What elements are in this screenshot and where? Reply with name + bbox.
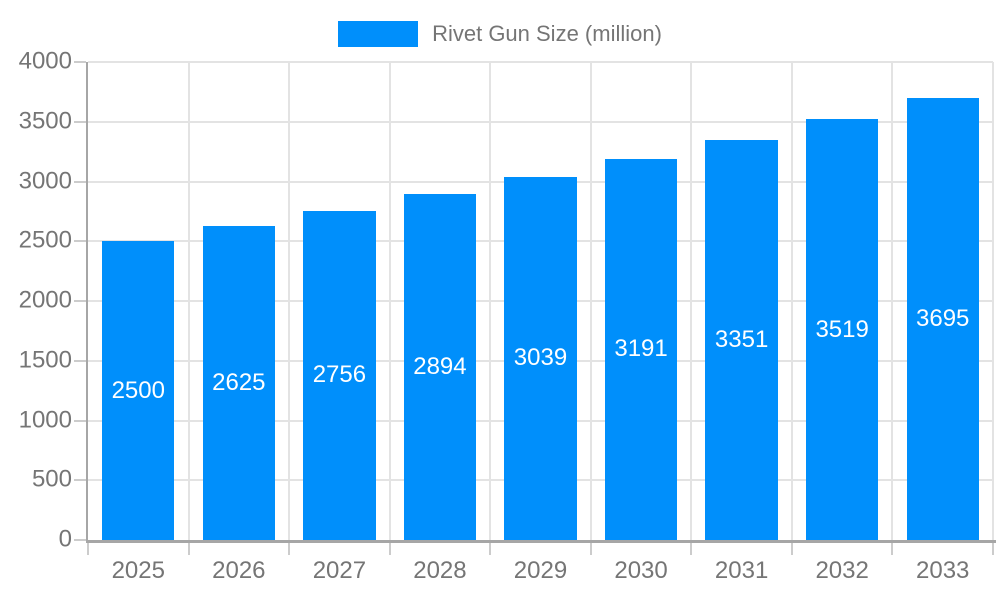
y-tick — [74, 180, 86, 183]
y-axis-label: 4000 — [18, 47, 72, 75]
y-tick — [74, 479, 86, 482]
bar-2025[interactable]: 2500 — [102, 241, 175, 540]
y-axis-line — [86, 62, 88, 540]
bar-value-label: 2894 — [413, 353, 467, 381]
x-axis-label: 2026 — [212, 557, 266, 584]
x-tick — [590, 543, 592, 555]
bar-value-label: 2756 — [312, 361, 367, 389]
x-tick — [87, 543, 89, 555]
gridline-v — [690, 62, 692, 540]
y-tick — [74, 120, 86, 123]
x-axis-label: 2029 — [513, 557, 568, 584]
y-axis-label: 1000 — [18, 405, 72, 433]
y-tick — [74, 240, 86, 243]
x-axis-label: 2030 — [614, 557, 668, 584]
gridline-v — [590, 62, 592, 540]
y-tick — [74, 61, 86, 63]
bar-2028[interactable]: 2894 — [403, 194, 477, 540]
y-tick — [74, 300, 86, 302]
y-axis-label: 0 — [58, 525, 72, 553]
y-axis-label: 3000 — [18, 166, 72, 194]
x-tick — [690, 543, 692, 555]
y-axis-label: 2500 — [18, 226, 72, 254]
plot-area: 0 500 1000 1500 2000 2500 3000 3500 4000 2025 2500… — [19, 47, 996, 584]
x-tick — [992, 543, 994, 555]
y-axis-label: 500 — [31, 465, 72, 493]
y-axis-label: 2000 — [18, 286, 72, 314]
x-axis-line — [86, 540, 996, 543]
bar-2030[interactable]: 3191 — [604, 158, 678, 540]
legend[interactable]: Rivet Gun Size (million) — [0, 21, 1000, 47]
bar-2031[interactable]: 3351 — [705, 139, 778, 540]
y-axis-label: 1500 — [18, 346, 72, 374]
x-tick — [489, 543, 491, 555]
bar-value-label: 2625 — [212, 369, 266, 397]
gridline-h — [88, 61, 993, 63]
gridline-v — [992, 62, 994, 540]
x-axis-label: 2027 — [312, 557, 367, 584]
bar-value-label: 3695 — [916, 305, 970, 333]
y-tick — [74, 419, 86, 422]
gridline-v — [791, 62, 793, 540]
bar-value-label: 3519 — [815, 315, 869, 343]
bar-value-label: 2500 — [111, 376, 165, 404]
bar-value-label: 3191 — [614, 335, 668, 363]
x-axis-label: 2032 — [815, 557, 869, 584]
x-axis-label: 2033 — [916, 557, 970, 584]
bar-2027[interactable]: 2756 — [303, 210, 376, 540]
x-tick — [389, 543, 391, 555]
x-axis-label: 2031 — [714, 557, 769, 584]
x-tick — [288, 543, 290, 555]
legend-swatch — [338, 21, 419, 47]
y-axis-label: 3500 — [18, 107, 72, 135]
bar-value-label: 3039 — [513, 344, 568, 372]
bar-2033[interactable]: 3695 — [906, 98, 979, 540]
x-axis-label: 2028 — [413, 557, 467, 584]
gridline-v — [389, 62, 391, 540]
bar-value-label: 3351 — [714, 325, 769, 353]
gridline-h — [88, 120, 993, 123]
gridline-v — [489, 62, 491, 540]
gridline-v — [188, 62, 190, 540]
x-tick — [891, 543, 893, 555]
x-axis-label: 2025 — [111, 557, 165, 584]
x-tick — [188, 543, 190, 555]
bar-2032[interactable]: 3519 — [805, 119, 879, 540]
y-tick — [74, 359, 86, 362]
gridline-v — [288, 62, 290, 540]
legend-label: Rivet Gun Size (million) — [432, 21, 662, 46]
gridline-v — [891, 62, 893, 540]
bar-2029[interactable]: 3039 — [504, 176, 577, 540]
bar-2026[interactable]: 2625 — [202, 226, 276, 540]
y-tick — [74, 539, 86, 541]
x-tick — [791, 543, 793, 555]
